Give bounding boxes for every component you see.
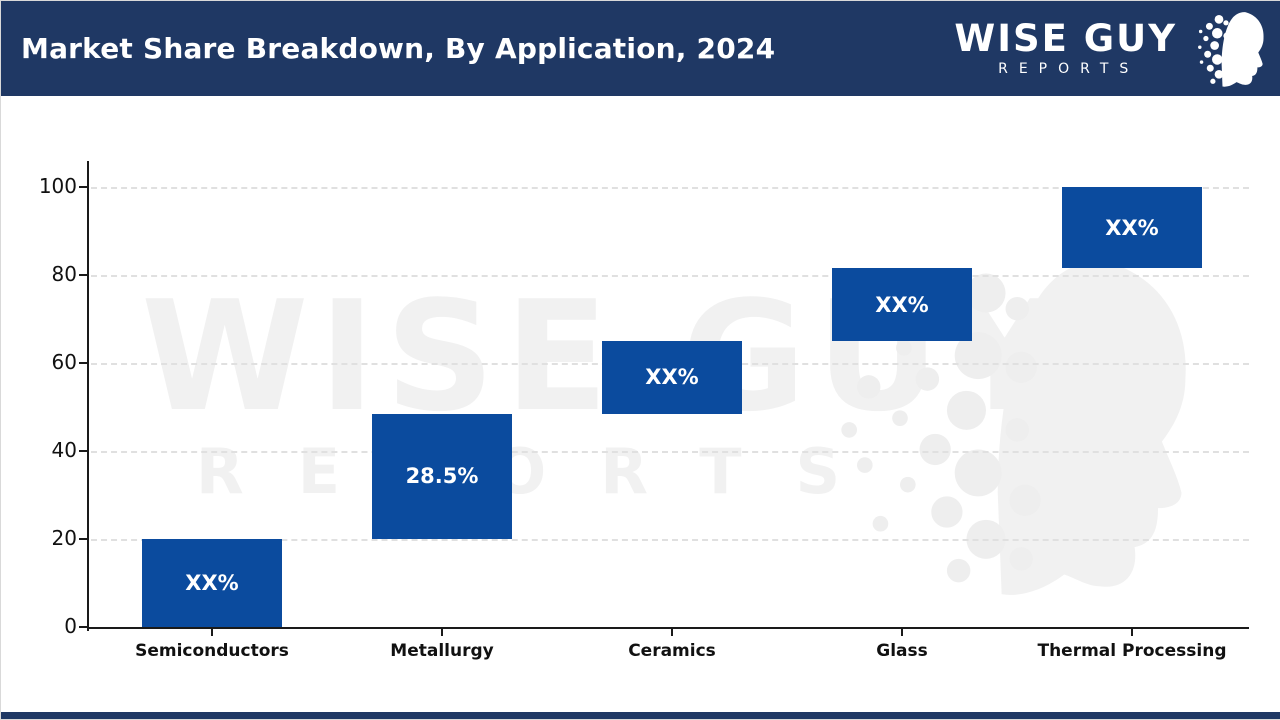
logo-wordmark: WISE GUY REPORTS <box>954 20 1177 77</box>
x-axis-spine <box>87 627 1249 629</box>
x-category-label: Thermal Processing <box>1037 641 1227 661</box>
x-category-label: Metallurgy <box>390 641 494 661</box>
x-tick-mark <box>211 629 213 636</box>
y-tick-mark <box>79 538 87 540</box>
header: Market Share Breakdown, By Application, … <box>1 1 1280 96</box>
y-tick-label: 0 <box>64 614 77 638</box>
y-tick-mark <box>79 274 87 276</box>
bar-ceramics: XX% <box>602 341 742 414</box>
brand-logo: WISE GUY REPORTS <box>954 6 1267 92</box>
footer-bar <box>1 712 1280 719</box>
y-tick-label: 100 <box>38 174 77 198</box>
y-tick-label: 80 <box>51 262 77 286</box>
y-tick-mark <box>79 450 87 452</box>
bar-metallurgy: 28.5% <box>372 413 512 539</box>
y-tick-mark <box>79 362 87 364</box>
x-tick-mark <box>441 629 443 636</box>
gridline <box>91 275 1249 277</box>
plot: 0 20 40 60 80 100 XX% Semiconductors 28.5% Metall… <box>1 96 1280 714</box>
logo-subtitle: REPORTS <box>998 61 1140 77</box>
dotted-head-icon <box>1198 11 1264 87</box>
bar-value-label: XX% <box>875 292 929 317</box>
y-tick-mark <box>79 626 87 628</box>
x-category-label: Semiconductors <box>135 641 289 661</box>
gridline <box>91 539 1249 541</box>
x-tick-mark <box>901 629 903 636</box>
gridline <box>91 451 1249 453</box>
logo-name: WISE GUY <box>954 17 1177 60</box>
x-tick-mark <box>1131 629 1133 636</box>
y-axis-spine <box>87 161 89 631</box>
bar-semiconductors: XX% <box>142 539 282 627</box>
bar-value-label: XX% <box>185 571 239 595</box>
y-tick-mark <box>79 186 87 188</box>
y-tick-label: 20 <box>51 526 77 550</box>
bar-value-label: 28.5% <box>405 464 479 489</box>
x-category-label: Ceramics <box>628 641 716 661</box>
bar-value-label: XX% <box>1105 215 1159 240</box>
bar-value-label: XX% <box>645 365 699 390</box>
y-tick-label: 60 <box>51 350 77 374</box>
bar-glass: XX% <box>832 268 972 341</box>
y-tick-label: 40 <box>51 438 77 462</box>
chart-area: WISE GUY REPORTS <box>1 96 1280 714</box>
x-category-label: Glass <box>876 641 928 661</box>
x-tick-mark <box>671 629 673 636</box>
bar-thermal-processing: XX% <box>1062 187 1202 269</box>
page-title: Market Share Breakdown, By Application, … <box>21 32 776 65</box>
gridline <box>91 187 1249 189</box>
